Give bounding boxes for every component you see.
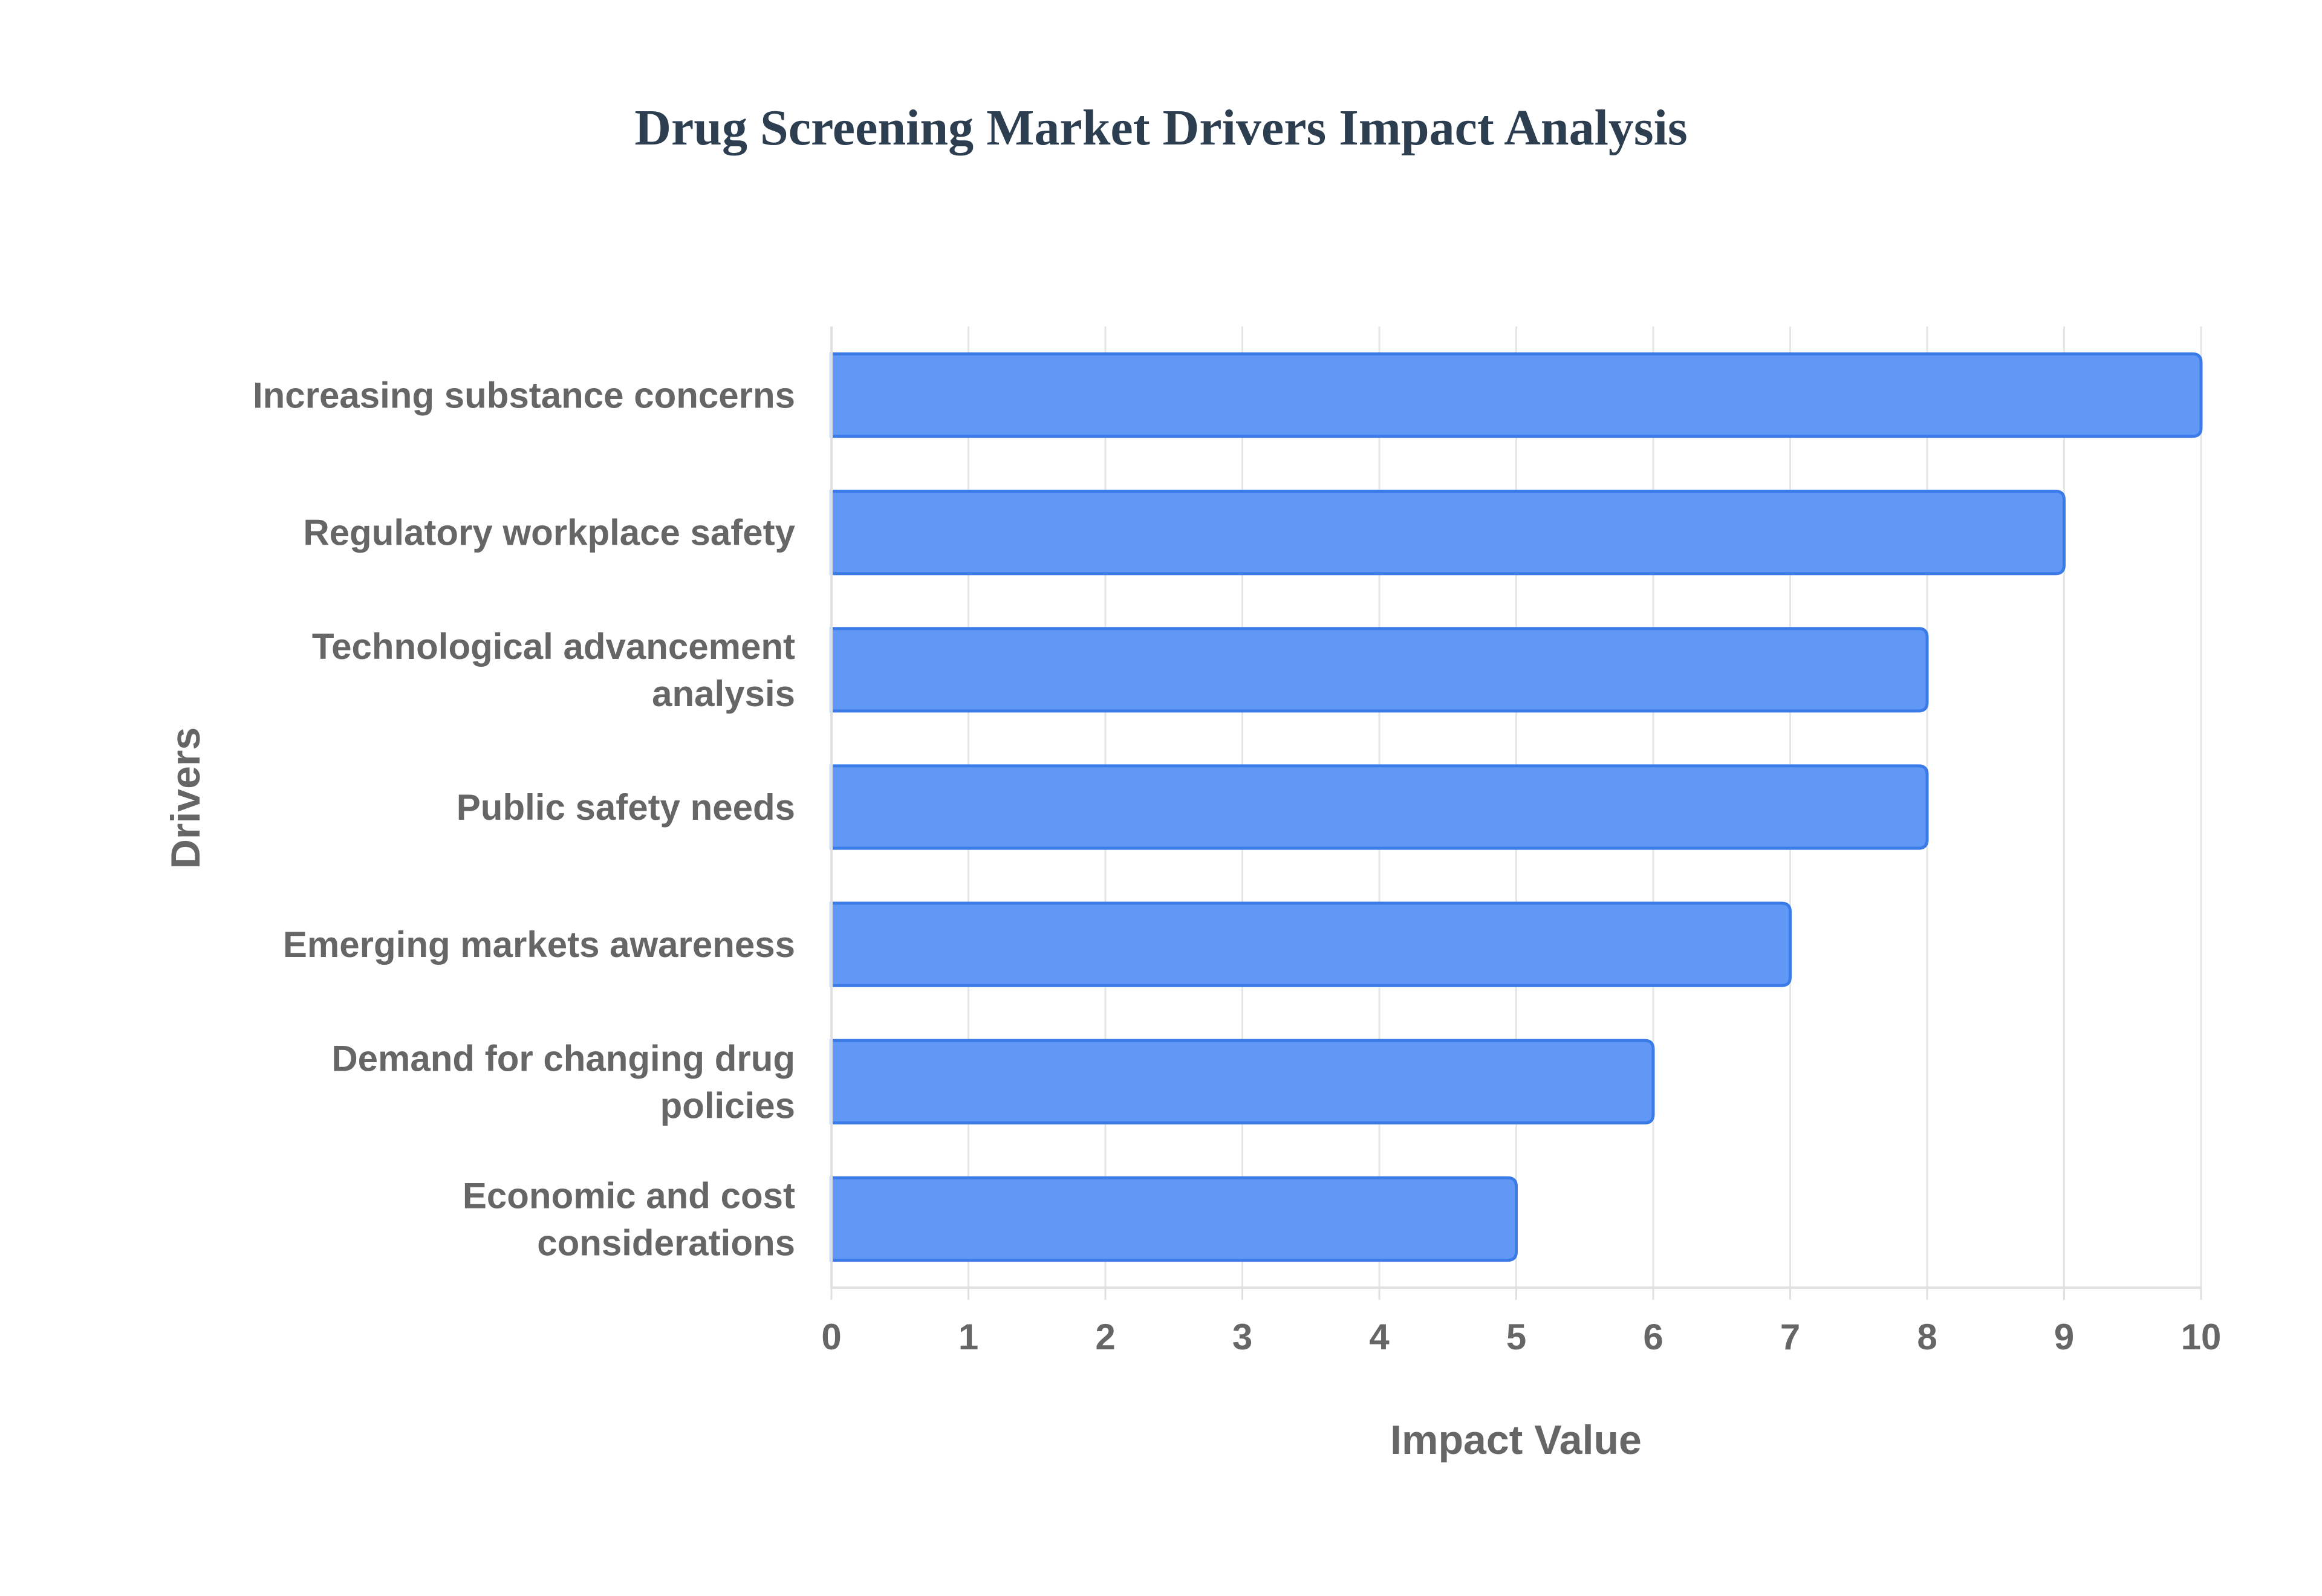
category-label: considerations <box>537 1222 795 1263</box>
bar <box>830 901 1792 987</box>
x-tick-label: 5 <box>1506 1317 1526 1357</box>
category-label: Increasing substance concerns <box>253 375 795 416</box>
category-label: policies <box>660 1085 795 1126</box>
x-axis-title: Impact Value <box>1390 1417 1642 1463</box>
x-tick-label: 3 <box>1232 1317 1252 1357</box>
category-label: Regulatory workplace safety <box>303 513 795 553</box>
x-tick-label: 4 <box>1369 1317 1390 1357</box>
y-axis-title: Drivers <box>163 727 209 869</box>
x-tick-label: 8 <box>1917 1317 1937 1357</box>
category-label: Economic and cost <box>463 1175 795 1216</box>
category-label: analysis <box>652 673 795 714</box>
bar <box>830 1176 1518 1262</box>
x-tick-label: 7 <box>1780 1317 1800 1357</box>
category-label: Emerging markets awareness <box>283 924 795 965</box>
x-tick-label: 1 <box>958 1317 978 1357</box>
category-label: Public safety needs <box>457 787 795 828</box>
bar <box>830 352 2203 438</box>
x-tick-label: 9 <box>2054 1317 2074 1357</box>
category-label: Demand for changing drug <box>331 1038 795 1079</box>
bar <box>830 1039 1655 1124</box>
x-tick-label: 2 <box>1095 1317 1115 1357</box>
bar <box>830 627 1929 713</box>
chart-title: Drug Screening Market Drivers Impact Ana… <box>634 100 1688 156</box>
x-tick-label: 6 <box>1643 1317 1663 1357</box>
axes: 0 1 2 3 4 5 6 7 8 9 10 <box>821 326 2221 1357</box>
x-tick-label: 0 <box>821 1317 841 1357</box>
x-tick-label: 10 <box>2181 1317 2222 1357</box>
bars <box>830 352 2203 1262</box>
category-label: Technological advancement <box>312 626 795 667</box>
category-labels: Increasing substance concerns Regulatory … <box>253 375 796 1264</box>
bar <box>830 764 1929 850</box>
bar <box>830 490 2066 576</box>
